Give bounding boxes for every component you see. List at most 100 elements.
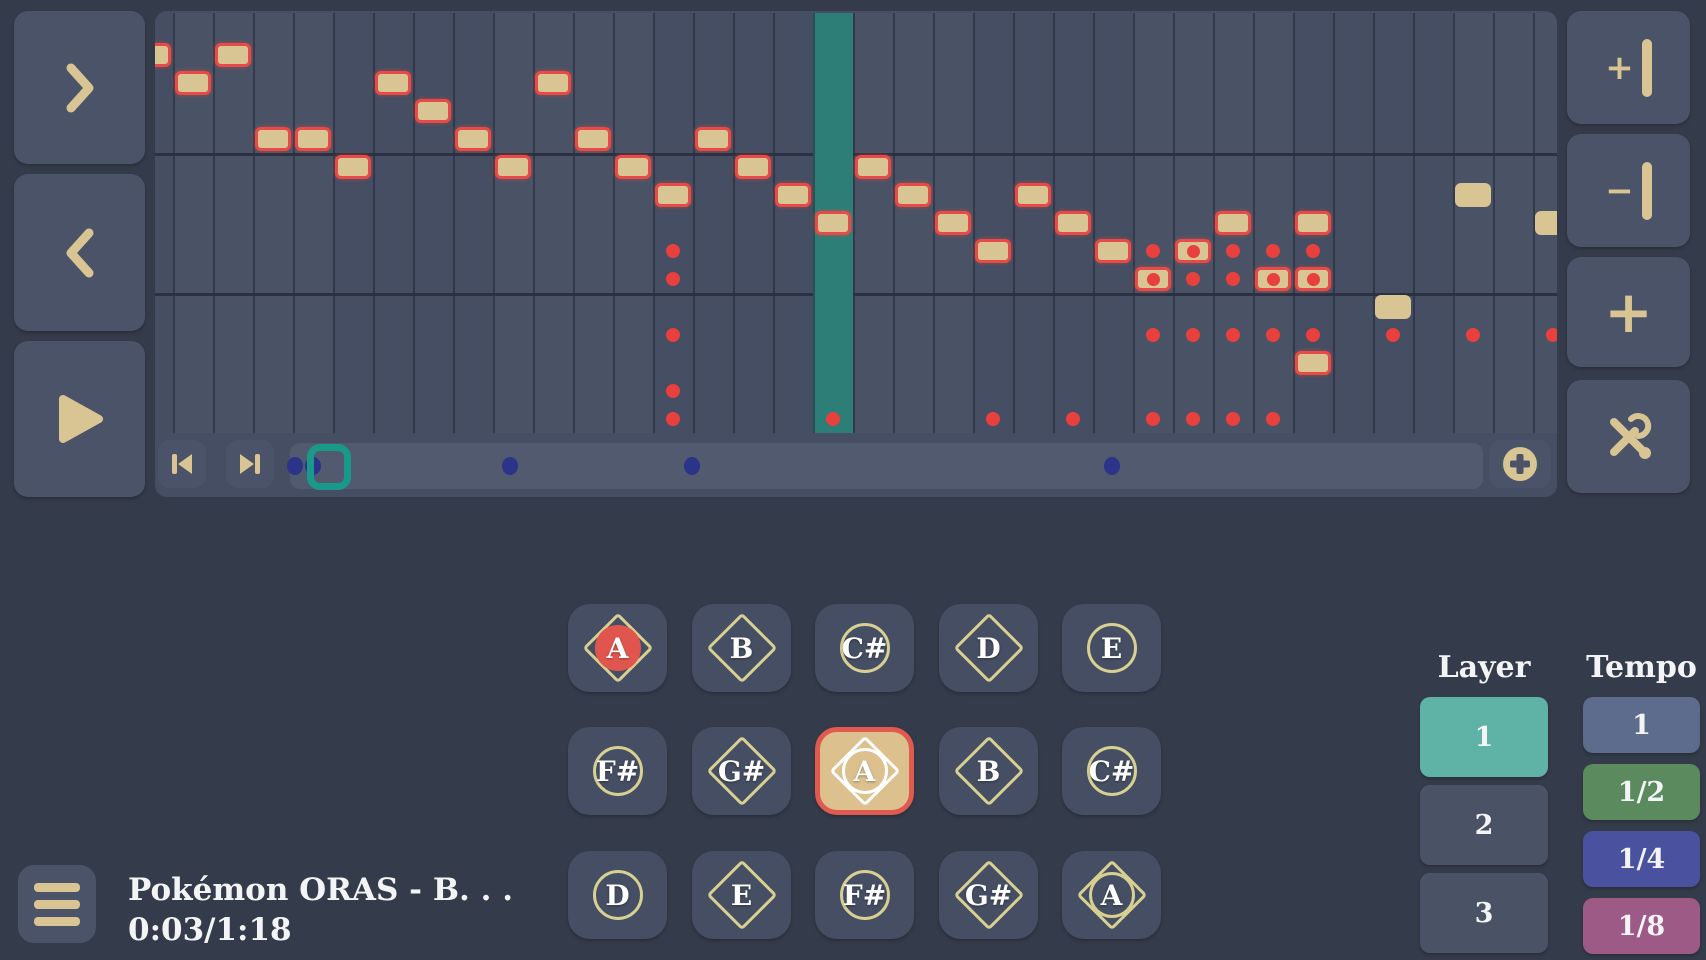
grid-column[interactable] xyxy=(213,13,253,433)
note-pad-fsharp[interactable]: F# xyxy=(568,727,667,815)
grid-column[interactable] xyxy=(1253,13,1293,433)
sequencer-grid[interactable] xyxy=(155,11,1557,497)
tempo-button-1-4[interactable]: 1/4 xyxy=(1583,831,1700,887)
scroll-right-button[interactable] xyxy=(14,11,145,164)
note-dot[interactable] xyxy=(1146,244,1160,258)
note-dot[interactable] xyxy=(1226,328,1240,342)
note-pad-csharp[interactable]: C# xyxy=(1062,727,1161,815)
note-dot[interactable] xyxy=(1186,272,1200,286)
note-block[interactable] xyxy=(1055,211,1091,235)
grid-column[interactable] xyxy=(293,13,333,433)
grid-column[interactable] xyxy=(613,13,653,433)
note-pad-a[interactable]: A xyxy=(815,727,914,815)
note-block[interactable] xyxy=(175,71,211,95)
note-dot[interactable] xyxy=(666,384,680,398)
grid-column[interactable] xyxy=(773,13,813,433)
note-block[interactable] xyxy=(295,127,331,151)
note-pad-e[interactable]: E xyxy=(1062,604,1161,692)
grid-column[interactable] xyxy=(1413,13,1453,433)
add-marker-button[interactable] xyxy=(1489,440,1551,488)
note-block[interactable] xyxy=(895,183,931,207)
note-dot[interactable] xyxy=(1266,328,1280,342)
note-dot[interactable] xyxy=(986,412,1000,426)
note-block[interactable] xyxy=(1255,267,1291,291)
grid-column[interactable] xyxy=(1373,13,1413,433)
note-pad-e[interactable]: E xyxy=(692,851,791,939)
scrubber-bar[interactable] xyxy=(290,443,1483,489)
grid-column[interactable] xyxy=(413,13,453,433)
tempo-button-1[interactable]: 1 xyxy=(1583,697,1700,753)
note-dot[interactable] xyxy=(666,328,680,342)
scrubber-marker-dot[interactable] xyxy=(287,457,303,475)
note-block[interactable] xyxy=(975,239,1011,263)
add-note-button[interactable]: + xyxy=(1567,257,1690,367)
grid-column[interactable] xyxy=(1493,13,1533,433)
grid-column[interactable] xyxy=(1293,13,1333,433)
grid-column[interactable] xyxy=(1333,13,1373,433)
grid-column[interactable] xyxy=(1053,13,1093,433)
grid-column[interactable] xyxy=(155,13,173,433)
note-block[interactable] xyxy=(155,43,171,67)
note-dot[interactable] xyxy=(666,272,680,286)
note-block[interactable] xyxy=(1135,267,1171,291)
note-block[interactable] xyxy=(1095,239,1131,263)
grid-column[interactable] xyxy=(973,13,1013,433)
grid-column[interactable] xyxy=(573,13,613,433)
note-block[interactable] xyxy=(1295,211,1331,235)
note-block[interactable] xyxy=(1535,211,1557,235)
note-pad-d[interactable]: D xyxy=(939,604,1038,692)
grid-column[interactable] xyxy=(893,13,933,433)
grid-column[interactable] xyxy=(653,13,693,433)
note-pad-fsharp[interactable]: F# xyxy=(815,851,914,939)
add-measure-button[interactable]: + xyxy=(1567,11,1690,124)
note-block[interactable] xyxy=(495,155,531,179)
note-block[interactable] xyxy=(1375,295,1411,319)
grid-column[interactable] xyxy=(373,13,413,433)
note-block[interactable] xyxy=(735,155,771,179)
note-block[interactable] xyxy=(615,155,651,179)
grid-column[interactable] xyxy=(253,13,293,433)
note-block[interactable] xyxy=(535,71,571,95)
note-block[interactable] xyxy=(255,127,291,151)
note-block[interactable] xyxy=(375,71,411,95)
skip-to-end-button[interactable] xyxy=(226,440,274,488)
tools-button[interactable] xyxy=(1567,380,1690,493)
note-block[interactable] xyxy=(215,43,251,67)
note-block[interactable] xyxy=(1015,183,1051,207)
note-dot[interactable] xyxy=(1266,412,1280,426)
skip-to-start-button[interactable] xyxy=(158,440,206,488)
note-pad-d[interactable]: D xyxy=(568,851,667,939)
note-dot[interactable] xyxy=(1266,244,1280,258)
note-block[interactable] xyxy=(1295,351,1331,375)
note-dot[interactable] xyxy=(1146,412,1160,426)
grid-column[interactable] xyxy=(733,13,773,433)
scrubber-marker-dot[interactable] xyxy=(1104,457,1120,475)
note-dot[interactable] xyxy=(1226,244,1240,258)
play-button[interactable] xyxy=(14,341,145,497)
grid-column[interactable] xyxy=(1013,13,1053,433)
grid-column[interactable] xyxy=(1093,13,1133,433)
layer-button-1[interactable]: 1 xyxy=(1420,697,1548,777)
note-dot[interactable] xyxy=(1226,272,1240,286)
note-block[interactable] xyxy=(855,155,891,179)
layer-button-3[interactable]: 3 xyxy=(1420,873,1548,953)
note-dot[interactable] xyxy=(666,412,680,426)
note-block[interactable] xyxy=(455,127,491,151)
note-dot[interactable] xyxy=(1466,328,1480,342)
grid-column[interactable] xyxy=(693,13,733,433)
note-block[interactable] xyxy=(1295,267,1331,291)
note-block[interactable] xyxy=(575,127,611,151)
grid-column[interactable] xyxy=(493,13,533,433)
note-block[interactable] xyxy=(655,183,691,207)
note-block[interactable] xyxy=(695,127,731,151)
note-dot[interactable] xyxy=(1306,328,1320,342)
scrubber-marker-dot[interactable] xyxy=(684,457,700,475)
note-pad-b[interactable]: B xyxy=(939,727,1038,815)
note-dot[interactable] xyxy=(1146,328,1160,342)
note-dot[interactable] xyxy=(1226,412,1240,426)
note-dot[interactable] xyxy=(1066,412,1080,426)
grid-column[interactable] xyxy=(333,13,373,433)
note-dot[interactable] xyxy=(1186,328,1200,342)
tempo-button-1-2[interactable]: 1/2 xyxy=(1583,764,1700,820)
note-dot[interactable] xyxy=(666,244,680,258)
